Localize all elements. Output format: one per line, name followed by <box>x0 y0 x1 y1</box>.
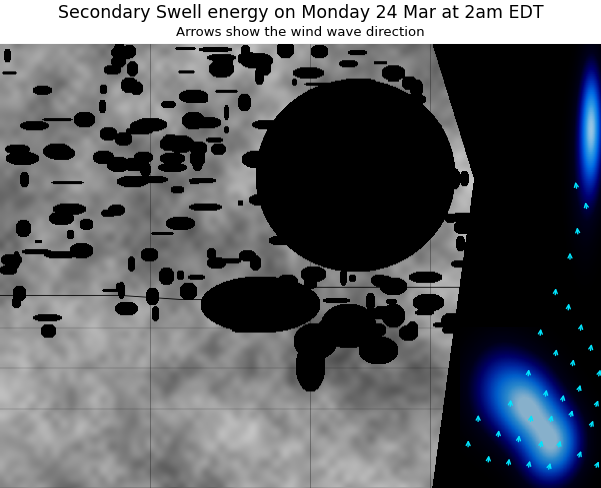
Text: Secondary Swell energy on Monday 24 Mar at 2am EDT: Secondary Swell energy on Monday 24 Mar … <box>58 3 543 21</box>
Text: Arrows show the wind wave direction: Arrows show the wind wave direction <box>176 26 425 39</box>
